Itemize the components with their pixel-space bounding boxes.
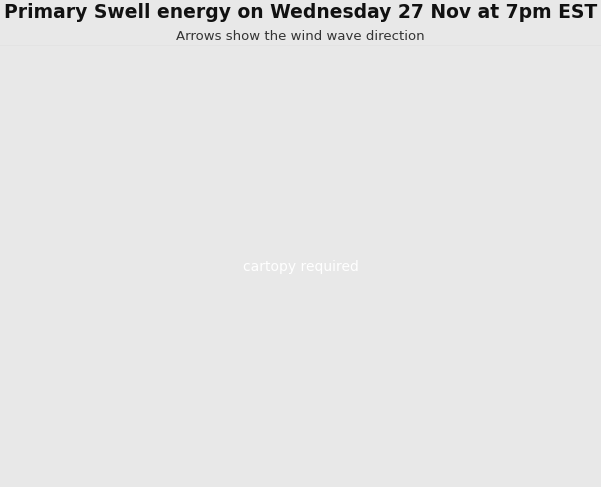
Text: Primary Swell energy on Wednesday 27 Nov at 7pm EST: Primary Swell energy on Wednesday 27 Nov… [4,3,597,22]
Text: cartopy required: cartopy required [243,260,358,274]
Text: Arrows show the wind wave direction: Arrows show the wind wave direction [176,30,425,42]
